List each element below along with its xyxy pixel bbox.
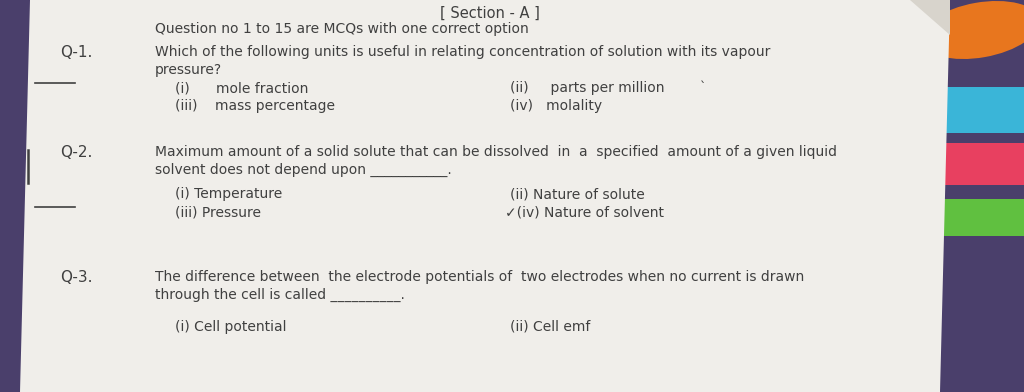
Text: (i) Temperature: (i) Temperature	[175, 187, 283, 201]
Text: pressure?: pressure?	[155, 63, 222, 77]
Text: (i)      mole fraction: (i) mole fraction	[175, 81, 308, 95]
Text: [ Section - A ]: [ Section - A ]	[440, 6, 540, 21]
Text: Q-1.: Q-1.	[60, 45, 92, 60]
Text: solvent does not depend upon ___________.: solvent does not depend upon ___________…	[155, 163, 452, 177]
FancyBboxPatch shape	[938, 143, 1024, 185]
Text: Q-2.: Q-2.	[60, 145, 92, 160]
Text: (iii)    mass percentage: (iii) mass percentage	[175, 99, 335, 113]
FancyBboxPatch shape	[934, 199, 1024, 236]
FancyBboxPatch shape	[927, 87, 1024, 133]
Text: (ii) Nature of solute: (ii) Nature of solute	[510, 187, 645, 201]
Text: (ii) Cell emf: (ii) Cell emf	[510, 320, 591, 334]
Text: (i) Cell potential: (i) Cell potential	[175, 320, 287, 334]
Text: The difference between  the electrode potentials of  two electrodes when no curr: The difference between the electrode pot…	[155, 270, 804, 284]
Polygon shape	[20, 0, 950, 392]
Text: (ii)     parts per million: (ii) parts per million	[510, 81, 665, 95]
Polygon shape	[910, 0, 950, 35]
Text: Question no 1 to 15 are MCQs with one correct option: Question no 1 to 15 are MCQs with one co…	[155, 22, 528, 36]
Ellipse shape	[921, 1, 1024, 59]
Text: (iii) Pressure: (iii) Pressure	[175, 205, 261, 219]
Text: Maximum amount of a solid solute that can be dissolved  in  a  specified  amount: Maximum amount of a solid solute that ca…	[155, 145, 837, 159]
Text: through the cell is called __________.: through the cell is called __________.	[155, 288, 404, 302]
Text: (iv)   molality: (iv) molality	[510, 99, 602, 113]
Text: Which of the following units is useful in relating concentration of solution wit: Which of the following units is useful i…	[155, 45, 770, 59]
Text: ˋ: ˋ	[700, 81, 707, 94]
Text: ✓(iv) Nature of solvent: ✓(iv) Nature of solvent	[505, 205, 664, 219]
Text: Q-3.: Q-3.	[60, 270, 92, 285]
